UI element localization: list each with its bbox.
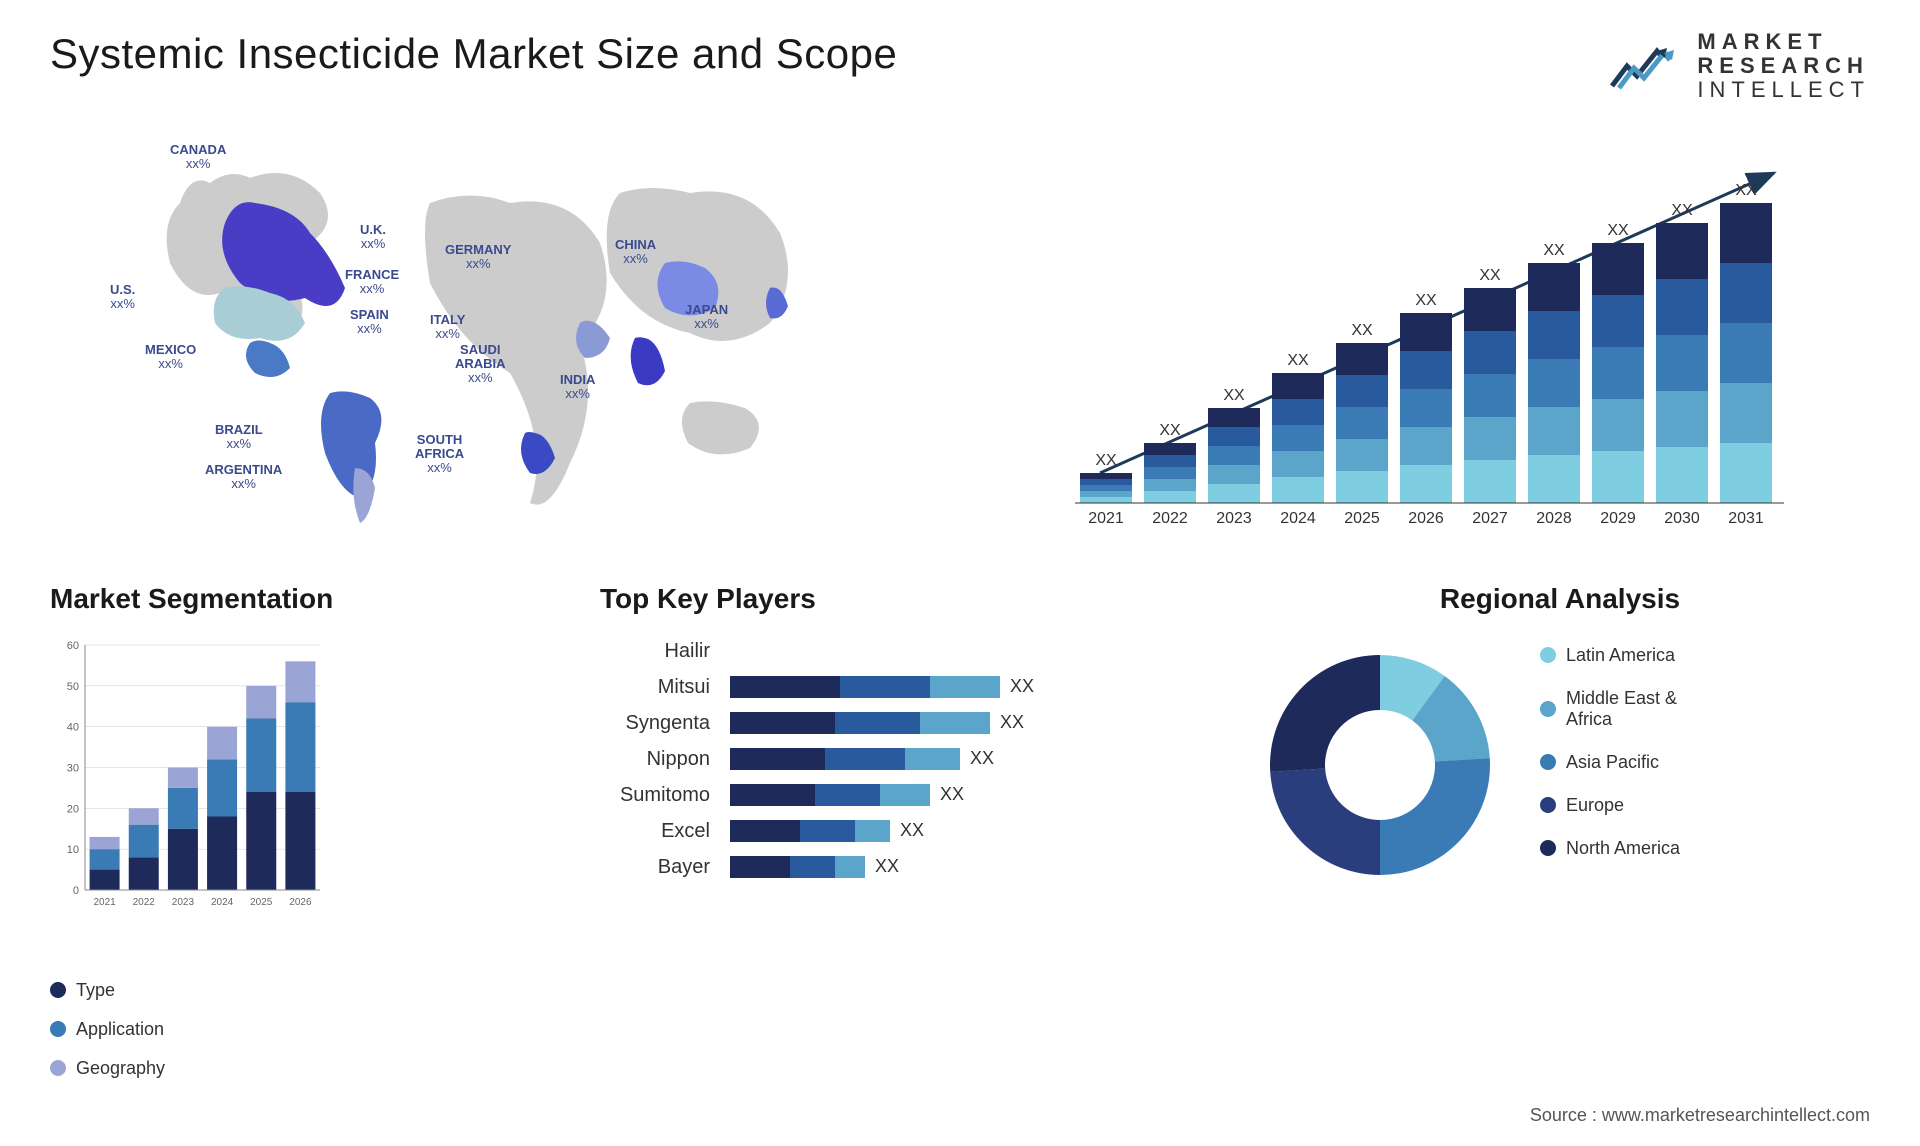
- map-label-spain: SPAINxx%: [350, 308, 389, 337]
- svg-text:20: 20: [67, 803, 79, 815]
- map-label-u-s-: U.S.xx%: [110, 283, 135, 312]
- player-bars-list: XX XX XX XX XX XX: [730, 635, 1034, 883]
- player-name: Excel: [600, 815, 710, 847]
- world-map-icon: [50, 123, 930, 543]
- player-name: Nippon: [600, 743, 710, 775]
- player-name: Sumitomo: [600, 779, 710, 811]
- svg-text:2028: 2028: [1536, 510, 1572, 527]
- svg-text:2024: 2024: [211, 897, 234, 908]
- reg-legend-item: North America: [1540, 838, 1680, 859]
- world-map-panel: CANADAxx% U.S.xx% MEXICOxx% BRAZILxx% ARGENT…: [50, 123, 930, 543]
- map-label-canada: CANADAxx%: [170, 143, 226, 172]
- svg-text:2022: 2022: [1152, 510, 1188, 527]
- svg-text:2031: 2031: [1728, 510, 1764, 527]
- map-label-japan: JAPANxx%: [685, 303, 728, 332]
- regional-legend: Latin America Middle East &Africa Asia Pac…: [1540, 635, 1680, 859]
- player-bar-row: XX: [730, 779, 1034, 811]
- svg-text:2025: 2025: [250, 897, 273, 908]
- map-label-argentina: ARGENTINAxx%: [205, 463, 282, 492]
- svg-text:2023: 2023: [1216, 510, 1252, 527]
- svg-text:40: 40: [67, 721, 79, 733]
- map-label-u-k-: U.K.xx%: [360, 223, 386, 252]
- source-attribution: Source : www.marketresearchintellect.com: [1530, 1105, 1870, 1126]
- svg-text:0: 0: [73, 885, 79, 897]
- reg-legend-item: Asia Pacific: [1540, 752, 1680, 773]
- player-name: Bayer: [600, 851, 710, 883]
- svg-text:2027: 2027: [1472, 510, 1508, 527]
- svg-text:50: 50: [67, 680, 79, 692]
- regional-title: Regional Analysis: [1250, 583, 1870, 615]
- player-name: Syngenta: [600, 707, 710, 739]
- saudi-region: [576, 320, 610, 357]
- player-bar-row: XX: [730, 815, 1034, 847]
- player-name: Hailir: [600, 635, 710, 667]
- svg-text:XX: XX: [1735, 182, 1757, 199]
- map-label-saudi-arabia: SAUDIARABIAxx%: [455, 343, 506, 386]
- svg-text:2026: 2026: [289, 897, 312, 908]
- logo-text-3: INTELLECT: [1697, 78, 1870, 102]
- player-bar-row: XX: [730, 671, 1034, 703]
- brand-logo: MARKET RESEARCH INTELLECT: [1607, 30, 1870, 103]
- svg-text:XX: XX: [1287, 352, 1309, 369]
- map-label-brazil: BRAZILxx%: [215, 423, 263, 452]
- logo-text-1: MARKET: [1697, 30, 1870, 54]
- growth-chart-panel: XX 2021 XX 2022 XX 2023 XX 2024 XX 2025 XX 2026 XX 20…: [970, 123, 1870, 543]
- reg-legend-item: Latin America: [1540, 645, 1680, 666]
- india-region: [631, 337, 665, 385]
- segmentation-title: Market Segmentation: [50, 583, 570, 615]
- svg-text:XX: XX: [1671, 202, 1693, 219]
- seg-legend-application: Application: [50, 1019, 570, 1040]
- map-label-italy: ITALYxx%: [430, 313, 465, 342]
- regional-donut-chart: [1250, 635, 1510, 895]
- svg-text:XX: XX: [1543, 242, 1565, 259]
- svg-text:2022: 2022: [133, 897, 156, 908]
- svg-text:XX: XX: [1415, 292, 1437, 309]
- seg-legend-type: Type: [50, 980, 570, 1001]
- australia-region: [682, 401, 759, 454]
- growth-stacked-bar-chart: XX 2021 XX 2022 XX 2023 XX 2024 XX 2025 XX 2026 XX 20…: [980, 143, 1860, 543]
- player-bar-row: XX: [730, 851, 1034, 883]
- svg-text:XX: XX: [1607, 222, 1629, 239]
- svg-text:30: 30: [67, 762, 79, 774]
- players-title: Top Key Players: [600, 583, 1220, 615]
- svg-text:XX: XX: [1223, 387, 1245, 404]
- player-names-list: Hailir Mitsui Syngenta Nippon Sumitomo Excel B…: [600, 635, 710, 883]
- segmentation-legend: Type Application Geography: [50, 940, 570, 1079]
- svg-text:2021: 2021: [93, 897, 116, 908]
- player-bar-row: XX: [730, 707, 1034, 739]
- svg-text:10: 10: [67, 844, 79, 856]
- svg-text:2021: 2021: [1088, 510, 1124, 527]
- svg-text:XX: XX: [1159, 422, 1181, 439]
- map-label-france: FRANCExx%: [345, 268, 399, 297]
- seg-legend-geography: Geography: [50, 1058, 570, 1079]
- map-label-india: INDIAxx%: [560, 373, 595, 402]
- svg-text:60: 60: [67, 640, 79, 652]
- logo-icon: [1607, 36, 1687, 96]
- page-title: Systemic Insecticide Market Size and Sco…: [50, 30, 897, 78]
- svg-text:2023: 2023: [172, 897, 195, 908]
- mexico-region: [246, 340, 290, 377]
- player-bar-row: [730, 635, 1034, 667]
- svg-text:XX: XX: [1351, 322, 1373, 339]
- reg-legend-item: Europe: [1540, 795, 1680, 816]
- svg-text:2025: 2025: [1344, 510, 1380, 527]
- reg-legend-item: Middle East &Africa: [1540, 688, 1680, 730]
- svg-text:2029: 2029: [1600, 510, 1636, 527]
- svg-text:2030: 2030: [1664, 510, 1700, 527]
- map-label-germany: GERMANYxx%: [445, 243, 511, 272]
- map-label-south-africa: SOUTHAFRICAxx%: [415, 433, 464, 476]
- svg-text:XX: XX: [1479, 267, 1501, 284]
- map-label-mexico: MEXICOxx%: [145, 343, 196, 372]
- svg-text:2026: 2026: [1408, 510, 1444, 527]
- svg-text:XX: XX: [1095, 452, 1117, 469]
- player-bar-row: XX: [730, 743, 1034, 775]
- player-name: Mitsui: [600, 671, 710, 703]
- svg-text:2024: 2024: [1280, 510, 1316, 527]
- segmentation-stacked-bar-chart: 0 10 20 30 40 50 60 2021 2022 2023 2024 2025 2026: [50, 635, 330, 915]
- logo-text-2: RESEARCH: [1697, 54, 1870, 78]
- map-label-china: CHINAxx%: [615, 238, 656, 267]
